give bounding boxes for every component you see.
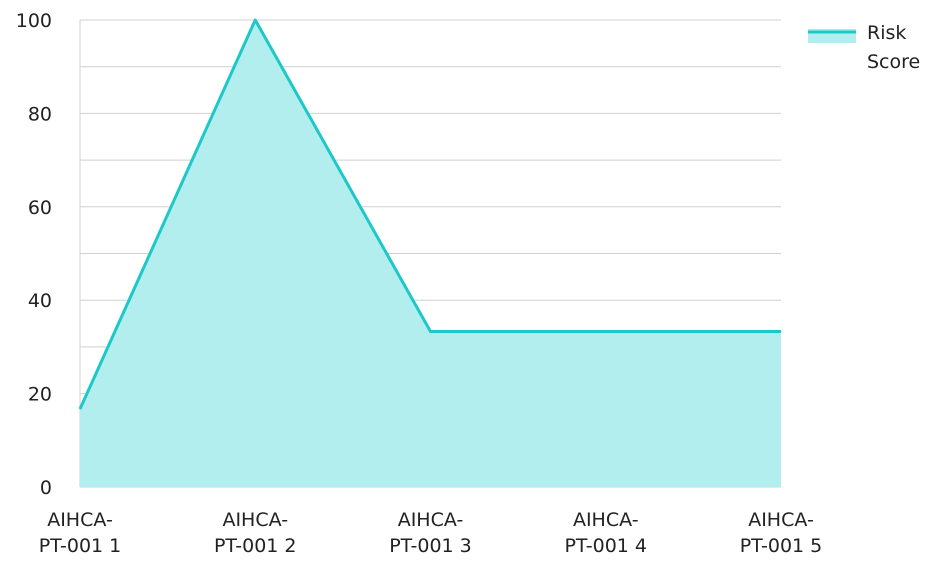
y-tick-label: 80: [28, 103, 52, 125]
x-tick-label: AIHCA- PT-001 3: [389, 509, 472, 557]
x-tick-label-line: PT-001 4: [564, 535, 647, 557]
x-tick-label: AIHCA- PT-001 2: [214, 509, 297, 557]
axes: 0 20 40 60 80 100 AIHCA- PT-001 1 AIHCA- PT-001 2…: [16, 10, 823, 557]
data-point: [79, 408, 81, 410]
series-area-fill: [80, 20, 781, 487]
data-point: [605, 330, 607, 332]
y-tick-label: 100: [16, 10, 52, 32]
x-tick-label-line: AIHCA-: [573, 509, 639, 531]
data-point: [430, 330, 431, 332]
legend[interactable]: Risk Score: [808, 22, 920, 73]
x-tick-label: AIHCA- PT-001 5: [740, 509, 823, 557]
y-tick-label: 40: [28, 290, 52, 312]
legend-label-line: Risk: [867, 22, 906, 44]
data-point: [254, 19, 256, 21]
legend-label: Risk Score: [867, 22, 920, 73]
x-tick-label-line: AIHCA-: [398, 509, 464, 531]
x-tick-label-line: PT-001 2: [214, 535, 297, 557]
y-tick-label: 60: [28, 197, 52, 219]
x-tick-label-line: PT-001 3: [389, 535, 472, 557]
x-tick-label: AIHCA- PT-001 4: [564, 509, 647, 557]
data-point: [780, 330, 782, 332]
x-tick-label-line: PT-001 5: [740, 535, 823, 557]
x-tick-label-line: AIHCA-: [47, 509, 113, 531]
x-tick-label-line: AIHCA-: [748, 509, 814, 531]
x-tick-label-line: AIHCA-: [222, 509, 288, 531]
legend-label-line: Score: [867, 51, 920, 73]
y-tick-label: 20: [28, 384, 52, 406]
x-tick-label: AIHCA- PT-001 1: [39, 509, 122, 557]
y-tick-label: 0: [40, 477, 52, 499]
x-tick-label-line: PT-001 1: [39, 535, 122, 557]
series-area: [78, 18, 782, 487]
